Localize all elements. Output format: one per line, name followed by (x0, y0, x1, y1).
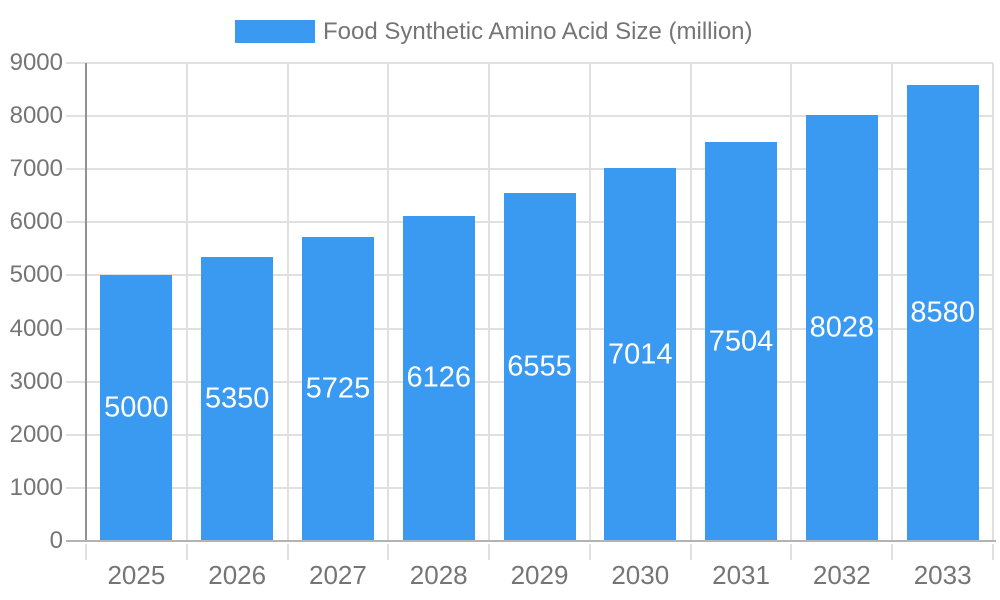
x-axis-label: 2026 (208, 560, 267, 590)
vertical-gridline (891, 63, 894, 541)
y-axis-label: 4000 (9, 314, 63, 342)
x-axis-label: 2031 (712, 560, 770, 590)
bar-value-label: 8028 (809, 311, 875, 344)
x-axis-label: 2032 (812, 560, 871, 590)
y-axis-tick (66, 221, 86, 224)
x-axis-label: 2025 (107, 560, 166, 590)
bar-value-label: 6555 (507, 350, 572, 383)
y-axis-line (85, 63, 87, 541)
vertical-gridline (286, 63, 289, 541)
chart-legend[interactable]: Food Synthetic Amino Acid Size (million) (235, 18, 753, 45)
y-axis-tick (66, 62, 86, 64)
x-axis-tick (588, 544, 591, 560)
bar-value-label: 7504 (708, 325, 774, 358)
x-axis-tick (85, 544, 87, 560)
y-axis-tick (66, 433, 86, 436)
x-axis-label: 2028 (409, 560, 468, 590)
x-axis-tick (689, 544, 692, 560)
bar-2027[interactable]: 5725 (301, 236, 374, 541)
bar-2031[interactable]: 7504 (705, 142, 778, 541)
x-axis-label: 2029 (510, 560, 569, 590)
bar-value-label: 7014 (608, 338, 673, 371)
bar-value-label: 8580 (910, 296, 975, 329)
y-axis-label: 1000 (9, 473, 63, 501)
horizontal-gridline (86, 168, 993, 171)
x-axis-label: 2027 (309, 560, 367, 590)
x-axis-tick (286, 544, 289, 560)
plot-area: 0 1000 2000 3000 4000 5000 6000 7000 8000 9000 500… (10, 49, 994, 590)
bar-value-label: 6126 (406, 361, 471, 394)
y-axis-tick (66, 486, 86, 489)
x-axis-tick (185, 544, 188, 560)
vertical-gridline (185, 63, 188, 541)
y-axis-label: 6000 (9, 208, 63, 236)
y-axis-label: 9000 (9, 49, 63, 76)
y-axis-label: 7000 (9, 155, 63, 183)
legend-swatch-icon[interactable] (235, 20, 315, 43)
legend-label[interactable]: Food Synthetic Amino Acid Size (million) (323, 18, 753, 45)
bar-2030[interactable]: 7014 (604, 168, 677, 541)
vertical-gridline (992, 63, 994, 541)
vertical-gridline (689, 63, 692, 541)
vertical-gridline (387, 63, 390, 541)
y-axis-tick (66, 115, 86, 118)
x-axis-label: 2033 (913, 560, 972, 590)
bar-value-label: 5000 (104, 391, 169, 424)
bar-2026[interactable]: 5350 (201, 256, 274, 541)
x-axis-tick (891, 544, 894, 560)
bar-2032[interactable]: 8028 (805, 114, 878, 541)
bar-2029[interactable]: 6555 (503, 192, 576, 541)
x-axis-tick (790, 544, 793, 560)
vertical-gridline (488, 63, 491, 541)
y-axis-tick (66, 274, 86, 277)
y-axis-tick (66, 327, 86, 330)
horizontal-gridline (86, 62, 993, 64)
y-axis-label: 5000 (9, 261, 63, 289)
bar-2033[interactable]: 8580 (906, 85, 979, 541)
bar-value-label: 5725 (305, 372, 371, 405)
y-axis-label: 8000 (9, 102, 63, 130)
bar-2028[interactable]: 6126 (402, 215, 475, 541)
x-axis-label: 2030 (611, 560, 670, 590)
vertical-gridline (588, 63, 591, 541)
x-axis-tick (992, 544, 994, 560)
bar-value-label: 5350 (204, 382, 270, 415)
vertical-gridline (790, 63, 793, 541)
x-axis-line (66, 540, 996, 542)
y-axis-label: 3000 (9, 367, 63, 395)
y-axis-tick (66, 168, 86, 171)
y-axis-label: 0 (49, 527, 63, 554)
x-axis-tick (488, 544, 491, 560)
bar-2025[interactable]: 5000 (100, 275, 173, 541)
x-axis-tick (387, 544, 390, 560)
y-axis-tick (66, 380, 86, 383)
horizontal-gridline (86, 115, 993, 118)
y-axis-label: 2000 (9, 420, 63, 448)
